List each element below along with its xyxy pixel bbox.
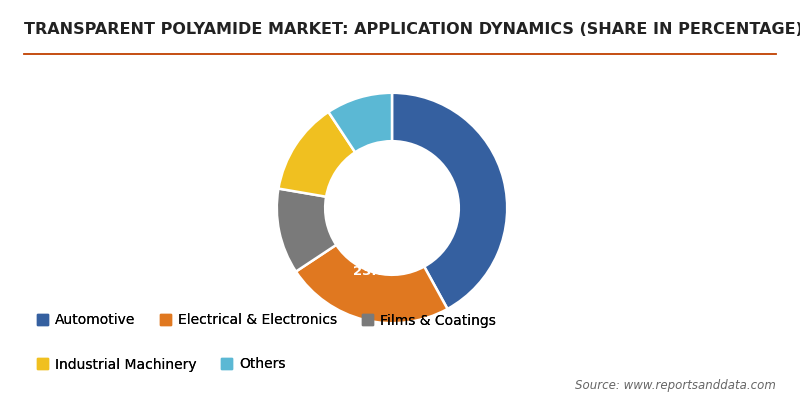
Text: Source: www.reportsanddata.com: Source: www.reportsanddata.com (575, 379, 776, 392)
Legend: Automotive, Electrical & Electronics, Films & Coatings: Automotive, Electrical & Electronics, Fi… (31, 308, 502, 333)
Wedge shape (329, 93, 392, 152)
Text: 23.7%: 23.7% (354, 265, 399, 278)
Wedge shape (392, 93, 507, 309)
Wedge shape (277, 188, 336, 272)
Wedge shape (296, 245, 447, 323)
Wedge shape (278, 112, 355, 197)
Legend: Industrial Machinery, Others: Industrial Machinery, Others (31, 352, 291, 377)
Text: TRANSPARENT POLYAMIDE MARKET: APPLICATION DYNAMICS (SHARE IN PERCENTAGE): TRANSPARENT POLYAMIDE MARKET: APPLICATIO… (24, 22, 800, 37)
